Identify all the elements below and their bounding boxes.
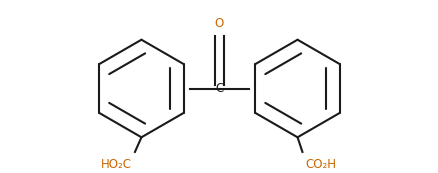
Text: C: C [215,82,223,95]
Text: HO₂C: HO₂C [100,158,131,171]
Text: O: O [214,17,224,30]
Text: CO₂H: CO₂H [305,158,336,171]
